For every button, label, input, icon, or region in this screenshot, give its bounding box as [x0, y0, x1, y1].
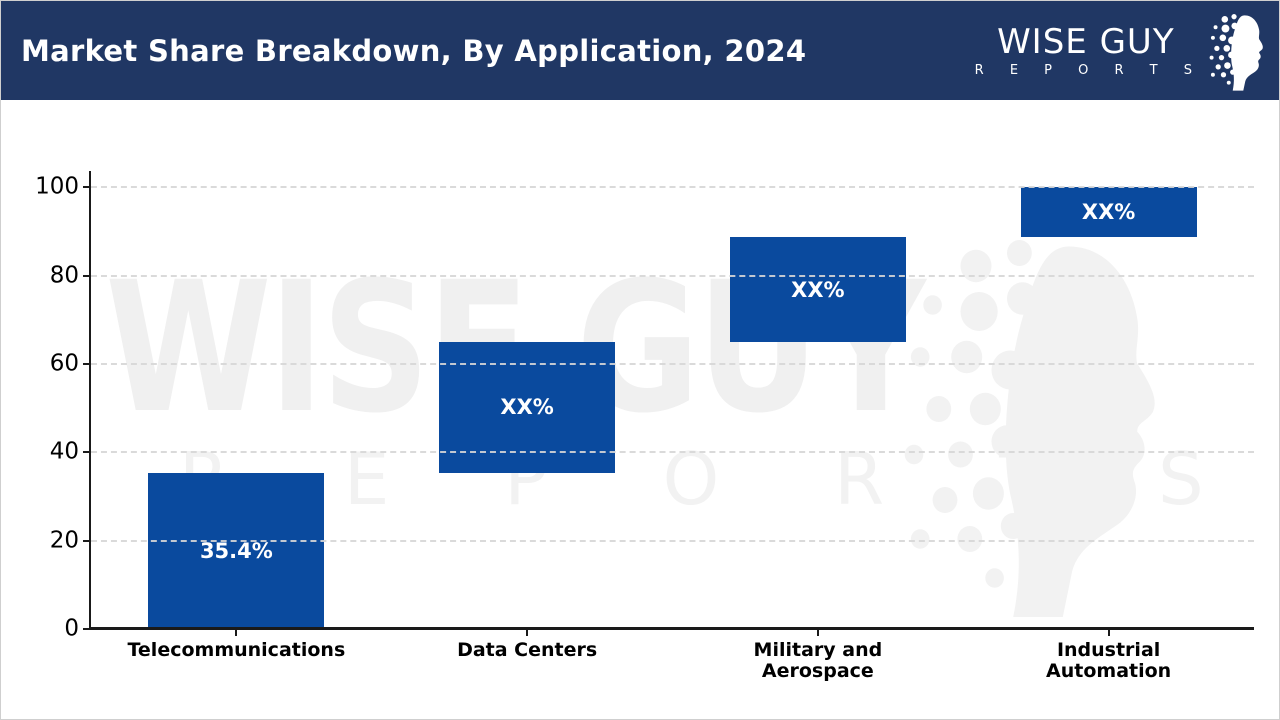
- bar-value-label: XX%: [1081, 200, 1136, 225]
- bar-industrial-automation: [1020, 187, 1197, 238]
- y-tick-label: 60: [49, 350, 79, 377]
- logo-head-icon: [1209, 14, 1263, 91]
- y-tick: [83, 539, 90, 542]
- logo-wordmark: WISE GUY R E P O R T S: [969, 25, 1203, 78]
- y-tick: [83, 628, 90, 630]
- chart-title: Market Share Breakdown, By Application, …: [21, 33, 807, 68]
- y-tick: [83, 451, 90, 454]
- y-tick-label: 80: [49, 262, 79, 289]
- x-tick: [1107, 630, 1110, 636]
- y-tick: [83, 274, 90, 277]
- x-axis-line: [89, 627, 1254, 630]
- y-tick: [83, 186, 90, 189]
- bar-value-label: XX%: [500, 395, 554, 420]
- x-tick: [526, 630, 529, 636]
- header-band: Market Share Breakdown, By Application, …: [1, 1, 1279, 100]
- y-tick-label: 20: [49, 527, 79, 554]
- x-category-label: Industrial Automation: [1046, 639, 1172, 683]
- gridline-40: [91, 451, 1254, 454]
- gridline-60: [91, 363, 1254, 366]
- logo-brand-subtitle: R E P O R T S: [974, 62, 1203, 78]
- bar-value-label: 35.4%: [199, 538, 273, 563]
- y-tick-label: 0: [64, 615, 79, 642]
- y-tick-label: 100: [35, 173, 79, 200]
- x-tick: [235, 630, 238, 636]
- y-tick-label: 40: [49, 438, 79, 465]
- x-category-label: Military and Aerospace: [753, 639, 883, 683]
- x-category-label: Data Centers: [457, 639, 598, 661]
- bar-value-label: XX%: [791, 277, 845, 302]
- wise-guy-reports-logo: WISE GUY R E P O R T S: [969, 9, 1271, 93]
- x-tick: [816, 630, 819, 636]
- gridline-80: [91, 274, 1254, 277]
- logo-brand-name: WISE GUY: [997, 21, 1175, 62]
- y-tick: [83, 363, 90, 366]
- y-axis-line: [89, 171, 91, 630]
- bar-telecommunications: [148, 472, 325, 629]
- bar-military-and-aerospace: [729, 237, 906, 342]
- x-category-label: Telecommunications: [127, 639, 346, 661]
